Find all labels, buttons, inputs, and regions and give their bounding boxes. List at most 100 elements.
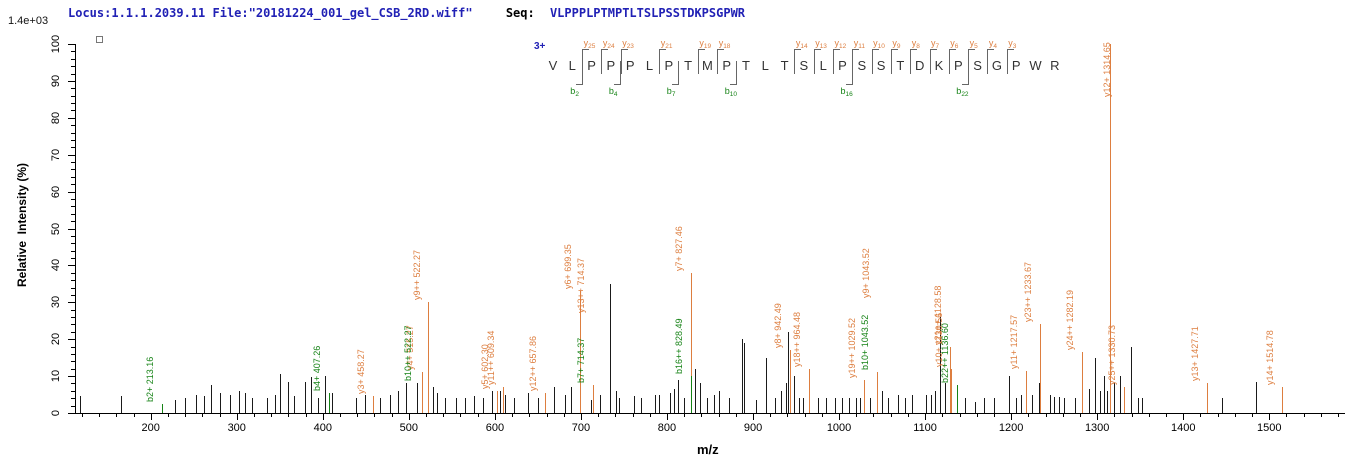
x-axis-minor-tick	[477, 413, 479, 417]
y-axis-minor-tick	[71, 184, 75, 186]
peak	[678, 379, 680, 413]
x-axis-tick-label: 300	[227, 422, 246, 434]
annotated-peak	[421, 372, 423, 413]
y-ion-bracket	[601, 49, 609, 74]
residue-letter: L	[819, 58, 827, 73]
y-ion-bracket	[910, 49, 918, 74]
y-axis-minor-tick	[71, 309, 75, 311]
peak	[1137, 398, 1139, 413]
x-axis-major-tick	[839, 413, 841, 420]
peak	[304, 381, 306, 413]
peak	[571, 387, 573, 413]
peak	[905, 398, 907, 413]
x-axis-minor-tick	[99, 413, 101, 417]
annotated-peak	[690, 272, 692, 413]
residue-letter: T	[742, 58, 750, 73]
peak	[417, 383, 419, 413]
residue-letter: T	[684, 58, 693, 73]
x-axis-minor-tick	[1320, 413, 1322, 417]
y-axis-minor-tick	[71, 390, 75, 392]
peak	[1106, 390, 1108, 413]
x-axis-tick-label: 1400	[1170, 422, 1196, 434]
residue-letter: D	[914, 58, 925, 73]
peak	[993, 398, 995, 413]
x-axis-tick-label: 200	[141, 422, 160, 434]
peak	[634, 396, 636, 413]
peak-ion-label: y12+ 1314.65	[1101, 42, 1112, 97]
peak	[505, 394, 507, 413]
peak	[564, 394, 566, 413]
x-axis-minor-tick	[219, 413, 221, 417]
y-ion-bracket	[717, 49, 725, 74]
x-axis-minor-tick	[1217, 413, 1219, 417]
peak	[859, 398, 861, 413]
peak	[294, 396, 296, 413]
peak-ion-label: y18++ 964.48	[791, 311, 802, 367]
y-axis-minor-tick	[71, 125, 75, 127]
peak	[826, 398, 828, 413]
residue-letter: P	[587, 58, 596, 73]
peak	[80, 396, 82, 413]
y-ion-label: y14	[795, 38, 808, 50]
b-ion-label: b7	[666, 86, 676, 98]
peak	[964, 398, 966, 413]
annotated-peak	[1040, 324, 1042, 413]
x-axis-minor-tick	[1131, 413, 1133, 417]
peak	[1074, 398, 1076, 413]
peak-ion-label: b10++ 522.27	[403, 325, 413, 382]
y-axis-major-tick	[68, 191, 75, 193]
b-ion-bracket	[730, 61, 738, 85]
y-axis-tick-label: 60	[50, 185, 62, 198]
annotated-peak	[1026, 370, 1028, 413]
x-axis-minor-tick	[959, 413, 961, 417]
x-axis-minor-tick	[615, 413, 617, 417]
x-axis-minor-tick	[993, 413, 995, 417]
peak	[356, 398, 358, 413]
sequence-value: VLPPPLPTMPTLTSLPSSTDKPSGPWR	[549, 6, 746, 20]
peak-ion-label: y11++ 609.34	[485, 330, 496, 386]
x-axis-major-tick	[322, 413, 324, 420]
peak	[1059, 397, 1061, 413]
peak	[1016, 398, 1018, 413]
peak	[464, 398, 466, 413]
y-axis-minor-tick	[71, 58, 75, 60]
peak	[699, 383, 701, 413]
b-ion-bracket	[961, 61, 969, 85]
peak	[364, 394, 366, 413]
peak	[482, 398, 484, 413]
residue-letter: P	[606, 58, 616, 73]
peak	[944, 383, 946, 413]
y-axis-minor-tick	[71, 73, 75, 75]
peak	[654, 394, 656, 413]
x-axis-major-tick	[753, 413, 755, 420]
y-ion-label: y12	[834, 38, 847, 50]
y-ion-label: y13	[815, 38, 827, 50]
residue-letter: L	[568, 58, 576, 73]
y-ion-bracket	[620, 49, 628, 74]
x-axis-minor-tick	[288, 413, 290, 417]
peak	[245, 392, 247, 413]
residue-letter: P	[722, 58, 732, 73]
peak	[673, 389, 675, 413]
y-axis-tick-label: 40	[50, 259, 62, 272]
peak	[841, 398, 843, 413]
x-axis-minor-tick	[391, 413, 393, 417]
peak	[185, 398, 187, 413]
peak	[1064, 398, 1066, 413]
y-axis-minor-tick	[71, 132, 75, 134]
peak	[537, 398, 539, 413]
residue-letter: V	[548, 58, 558, 73]
x-axis-minor-tick	[305, 413, 307, 417]
x-axis-tick-label: 1300	[1084, 422, 1110, 434]
x-axis-minor-tick	[1028, 413, 1030, 417]
x-axis-minor-tick	[1338, 413, 1340, 417]
x-axis-minor-tick	[890, 413, 892, 417]
y-axis-minor-tick	[71, 51, 75, 53]
y-axis-minor-tick	[71, 235, 75, 237]
annotated-peak	[1281, 387, 1283, 413]
x-axis-major-tick	[150, 413, 152, 420]
peak-ion-label: y14+ 1514.78	[1264, 330, 1275, 386]
y-axis-minor-tick	[71, 272, 75, 274]
peak	[1038, 383, 1040, 413]
peak-ion-label: y11+ 1217.57	[1009, 314, 1020, 369]
